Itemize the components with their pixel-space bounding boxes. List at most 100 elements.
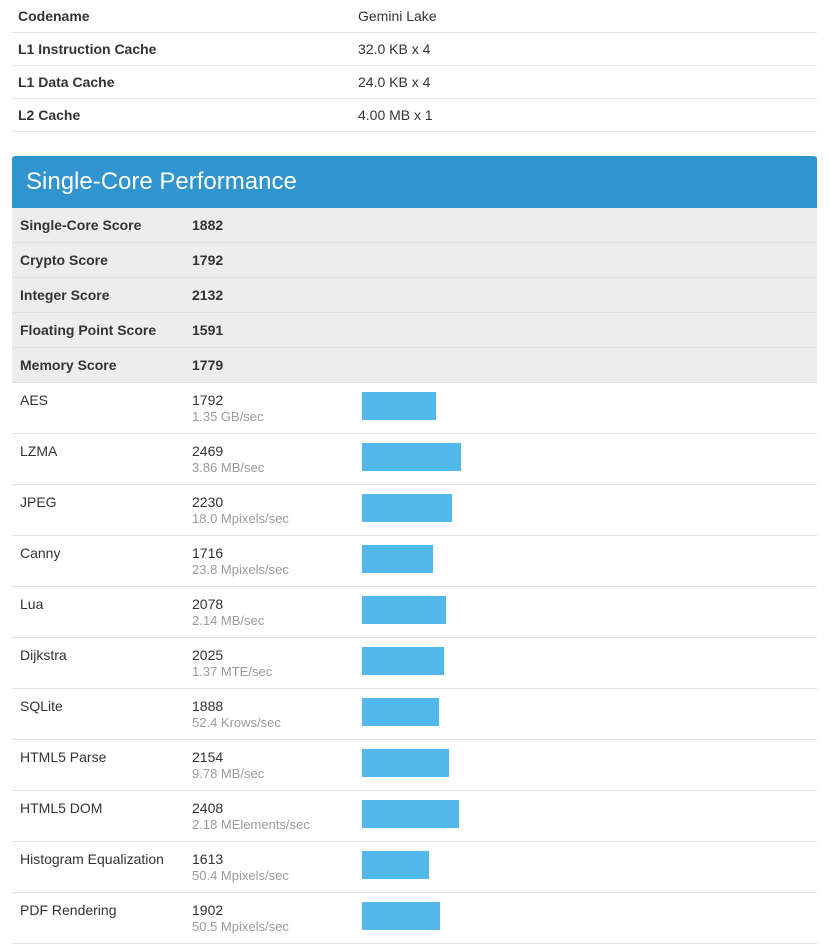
info-value: 4.00 MB x 1 (352, 99, 817, 132)
benchmark-bar (362, 698, 439, 726)
benchmark-label: HTML5 DOM (12, 791, 184, 842)
benchmark-score: 1613 (192, 851, 346, 867)
summary-row: Floating Point Score1591 (12, 313, 817, 348)
benchmark-value-cell: 20251.37 MTE/sec (184, 638, 354, 689)
info-label: L2 Cache (12, 99, 352, 132)
info-row: L1 Instruction Cache32.0 KB x 4 (12, 33, 817, 66)
summary-row: Memory Score1779 (12, 348, 817, 383)
benchmark-bar (362, 494, 452, 522)
benchmark-score: 1716 (192, 545, 346, 561)
info-row: L2 Cache4.00 MB x 1 (12, 99, 817, 132)
benchmark-sublabel: 3.86 MB/sec (192, 460, 346, 475)
summary-value: 1591 (184, 313, 817, 348)
benchmark-row: SQLite188852.4 Krows/sec (12, 689, 817, 740)
benchmark-label: AES (12, 383, 184, 434)
benchmark-sublabel: 2.14 MB/sec (192, 613, 346, 628)
info-value: 24.0 KB x 4 (352, 66, 817, 99)
benchmark-bar-cell (354, 536, 817, 587)
cpu-info-table: CodenameGemini LakeL1 Instruction Cache3… (12, 0, 817, 132)
benchmark-bar-cell (354, 383, 817, 434)
summary-label: Single-Core Score (12, 208, 184, 243)
benchmark-bar-cell (354, 791, 817, 842)
benchmark-value-cell: 161350.4 Mpixels/sec (184, 842, 354, 893)
benchmark-bar-cell (354, 485, 817, 536)
benchmark-value-cell: 24082.18 MElements/sec (184, 791, 354, 842)
benchmark-bar-cell (354, 740, 817, 791)
benchmark-bar (362, 596, 446, 624)
benchmark-label: JPEG (12, 485, 184, 536)
benchmark-bar (362, 392, 436, 420)
benchmark-score: 2408 (192, 800, 346, 816)
summary-value: 1792 (184, 243, 817, 278)
summary-label: Crypto Score (12, 243, 184, 278)
benchmark-bar (362, 800, 459, 828)
benchmark-sublabel: 18.0 Mpixels/sec (192, 511, 346, 526)
benchmark-sublabel: 2.18 MElements/sec (192, 817, 346, 832)
benchmark-bar (362, 851, 429, 879)
info-label: L1 Instruction Cache (12, 33, 352, 66)
summary-row: Single-Core Score1882 (12, 208, 817, 243)
score-table: Single-Core Score1882Crypto Score1792Int… (12, 208, 817, 944)
benchmark-sublabel: 1.35 GB/sec (192, 409, 346, 424)
benchmark-score: 2025 (192, 647, 346, 663)
benchmark-row: Canny 171623.8 Mpixels/sec (12, 536, 817, 587)
summary-value: 1779 (184, 348, 817, 383)
benchmark-score: 1888 (192, 698, 346, 714)
benchmark-bar-cell (354, 842, 817, 893)
summary-label: Memory Score (12, 348, 184, 383)
benchmark-row: LZMA24693.86 MB/sec (12, 434, 817, 485)
benchmark-value-cell: 24693.86 MB/sec (184, 434, 354, 485)
benchmark-sublabel: 23.8 Mpixels/sec (192, 562, 346, 577)
benchmark-score: 2230 (192, 494, 346, 510)
benchmark-value-cell: 188852.4 Krows/sec (184, 689, 354, 740)
benchmark-row: Dijkstra20251.37 MTE/sec (12, 638, 817, 689)
benchmark-row: Lua20782.14 MB/sec (12, 587, 817, 638)
benchmark-bar (362, 443, 461, 471)
benchmark-score: 2469 (192, 443, 346, 459)
benchmark-bar (362, 902, 440, 930)
benchmark-row: Histogram Equalization161350.4 Mpixels/s… (12, 842, 817, 893)
section-header: Single-Core Performance (12, 156, 817, 208)
benchmark-value-cell: 223018.0 Mpixels/sec (184, 485, 354, 536)
benchmark-sublabel: 50.4 Mpixels/sec (192, 868, 346, 883)
benchmark-sublabel: 50.5 Mpixels/sec (192, 919, 346, 934)
benchmark-bar-cell (354, 587, 817, 638)
benchmark-row: PDF Rendering190250.5 Mpixels/sec (12, 893, 817, 944)
benchmark-score: 1902 (192, 902, 346, 918)
info-value: 32.0 KB x 4 (352, 33, 817, 66)
benchmark-row: JPEG223018.0 Mpixels/sec (12, 485, 817, 536)
info-row: L1 Data Cache24.0 KB x 4 (12, 66, 817, 99)
benchmark-row: HTML5 DOM24082.18 MElements/sec (12, 791, 817, 842)
benchmark-sublabel: 52.4 Krows/sec (192, 715, 346, 730)
summary-row: Integer Score2132 (12, 278, 817, 313)
benchmark-bar (362, 545, 433, 573)
summary-value: 1882 (184, 208, 817, 243)
benchmark-label: Dijkstra (12, 638, 184, 689)
benchmark-score: 2078 (192, 596, 346, 612)
benchmark-bar-cell (354, 893, 817, 944)
benchmark-bar-cell (354, 689, 817, 740)
info-row: CodenameGemini Lake (12, 0, 817, 33)
info-label: Codename (12, 0, 352, 33)
benchmark-row: HTML5 Parse21549.78 MB/sec (12, 740, 817, 791)
benchmark-label: HTML5 Parse (12, 740, 184, 791)
benchmark-label: Canny (12, 536, 184, 587)
benchmark-value-cell: 17921.35 GB/sec (184, 383, 354, 434)
summary-value: 2132 (184, 278, 817, 313)
benchmark-bar-cell (354, 434, 817, 485)
benchmark-bar (362, 647, 444, 675)
benchmark-bar-cell (354, 638, 817, 689)
benchmark-score: 2154 (192, 749, 346, 765)
benchmark-label: SQLite (12, 689, 184, 740)
info-value: Gemini Lake (352, 0, 817, 33)
summary-label: Floating Point Score (12, 313, 184, 348)
benchmark-value-cell: 21549.78 MB/sec (184, 740, 354, 791)
benchmark-sublabel: 1.37 MTE/sec (192, 664, 346, 679)
benchmark-label: PDF Rendering (12, 893, 184, 944)
info-label: L1 Data Cache (12, 66, 352, 99)
benchmark-label: Histogram Equalization (12, 842, 184, 893)
benchmark-value-cell: 20782.14 MB/sec (184, 587, 354, 638)
summary-row: Crypto Score1792 (12, 243, 817, 278)
benchmark-label: Lua (12, 587, 184, 638)
benchmark-value-cell: 190250.5 Mpixels/sec (184, 893, 354, 944)
